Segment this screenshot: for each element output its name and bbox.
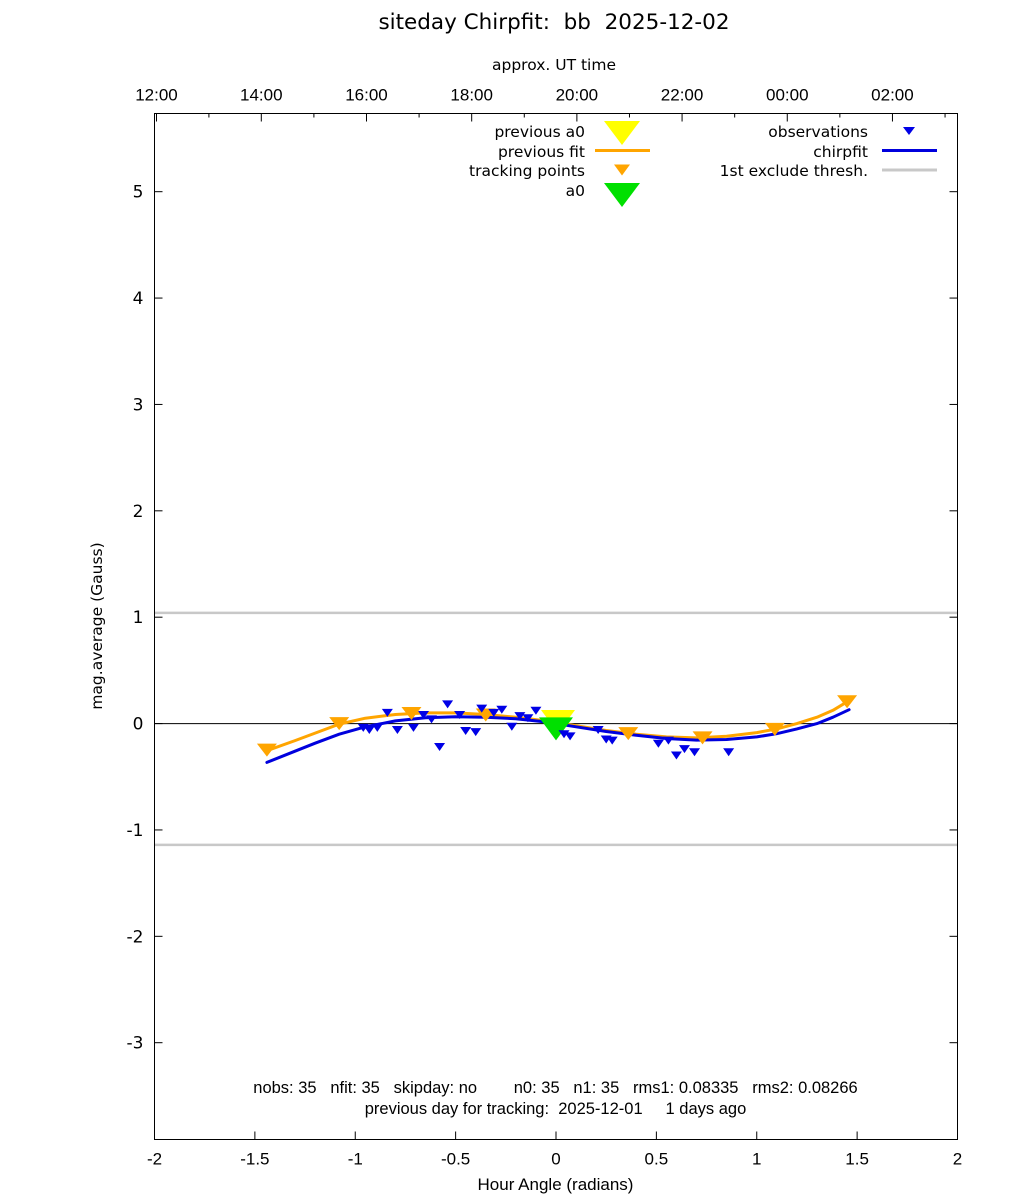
legend-marker-observations (903, 127, 915, 135)
x-tick-label: -1 (348, 1150, 363, 1169)
observations-marker (670, 751, 682, 760)
tracking-points-marker (329, 717, 350, 731)
chart-title: siteday Chirpfit: bb 2025-12-02 (378, 10, 730, 35)
observations-marker (530, 706, 542, 715)
observations-marker (381, 708, 393, 717)
legend-label-previous-a0: previous a0 (494, 123, 585, 141)
y-tick-label: 4 (133, 289, 144, 309)
plot-border (154, 113, 958, 1140)
observations-marker (434, 742, 446, 751)
tracking-points-marker (401, 706, 422, 720)
observations-marker (488, 708, 500, 717)
top-axis-title: approx. UT time (492, 56, 616, 74)
legend-label-chirpfit: chirpfit (813, 142, 868, 161)
stats-line-2: previous day for tracking: 2025-12-01 1 … (364, 1100, 747, 1118)
y-tick-label: -2 (127, 927, 144, 947)
y-axis-title: mag.average (Gauss) (88, 542, 106, 710)
observations-marker (454, 711, 466, 720)
y-tick-label: -3 (127, 1034, 144, 1054)
legend-label-observations: observations (768, 123, 868, 141)
observations-marker (442, 700, 454, 709)
tracking-points-marker (618, 727, 639, 741)
y-tick-label: 2 (133, 502, 144, 522)
observations-marker (678, 745, 690, 754)
observations-marker (470, 728, 482, 737)
top-tick-label: 22:00 (661, 86, 704, 105)
top-tick-label: 16:00 (345, 86, 388, 105)
observations-marker (407, 723, 419, 732)
observations-marker (391, 725, 403, 734)
observations-marker (496, 705, 508, 714)
legend-label-tracking-points: tracking points (469, 162, 585, 180)
tracking-points-marker (764, 722, 785, 736)
observations-marker (564, 732, 576, 741)
stats-line-1: nobs: 35 nfit: 35 skipday: no n0: 35 n1:… (253, 1079, 858, 1097)
y-tick-label: 5 (133, 183, 144, 203)
y-tick-label: 0 (133, 715, 144, 735)
top-tick-label: 20:00 (556, 86, 599, 105)
x-tick-label: 2 (953, 1150, 962, 1169)
legend-marker-previous-a0 (604, 121, 640, 145)
x-tick-label: 0.5 (645, 1150, 669, 1169)
legend-label-previous-fit: previous fit (497, 142, 585, 161)
legend-marker-a0 (604, 183, 640, 207)
legend-marker-tracking-points (614, 164, 630, 176)
observations-marker (363, 725, 375, 734)
y-tick-label: 3 (133, 395, 144, 415)
observations-marker (460, 727, 472, 736)
legend-label-a0: a0 (565, 181, 585, 200)
observations-marker (652, 739, 664, 748)
x-tick-label: -1.5 (240, 1150, 269, 1169)
x-axis-title: Hour Angle (radians) (477, 1175, 634, 1194)
y-tick-label: 1 (133, 608, 144, 628)
observations-marker (606, 736, 618, 745)
top-tick-label: 18:00 (450, 86, 493, 105)
observations-marker (689, 748, 701, 757)
observations-marker (522, 714, 534, 723)
observations-marker (418, 711, 430, 720)
x-tick-label: 1 (752, 1150, 761, 1169)
tracking-points-marker (692, 731, 713, 745)
tracking-points-marker (256, 743, 277, 757)
top-tick-label: 12:00 (135, 86, 178, 105)
x-tick-label: -2 (147, 1150, 162, 1169)
observations-marker (476, 704, 488, 713)
top-tick-label: 00:00 (766, 86, 809, 105)
a0-marker (539, 717, 573, 741)
chirpfit-curve (265, 708, 851, 764)
observations-marker (592, 725, 604, 734)
x-tick-label: -0.5 (441, 1150, 470, 1169)
observations-marker (506, 722, 518, 731)
observations-marker (371, 723, 383, 732)
observations-marker (514, 712, 526, 721)
top-tick-label: 02:00 (871, 86, 914, 105)
tracking-points-marker (837, 695, 858, 709)
top-tick-label: 14:00 (240, 86, 283, 105)
observations-marker (662, 736, 674, 745)
observations-marker (357, 723, 369, 732)
y-tick-label: -1 (127, 821, 144, 841)
observations-marker (723, 748, 735, 757)
x-tick-label: 1.5 (845, 1150, 869, 1169)
x-tick-label: 0 (551, 1150, 560, 1169)
observations-marker (558, 730, 570, 739)
legend-label-exclude-thresh: 1st exclude thresh. (719, 162, 868, 180)
observations-marker (426, 715, 438, 724)
